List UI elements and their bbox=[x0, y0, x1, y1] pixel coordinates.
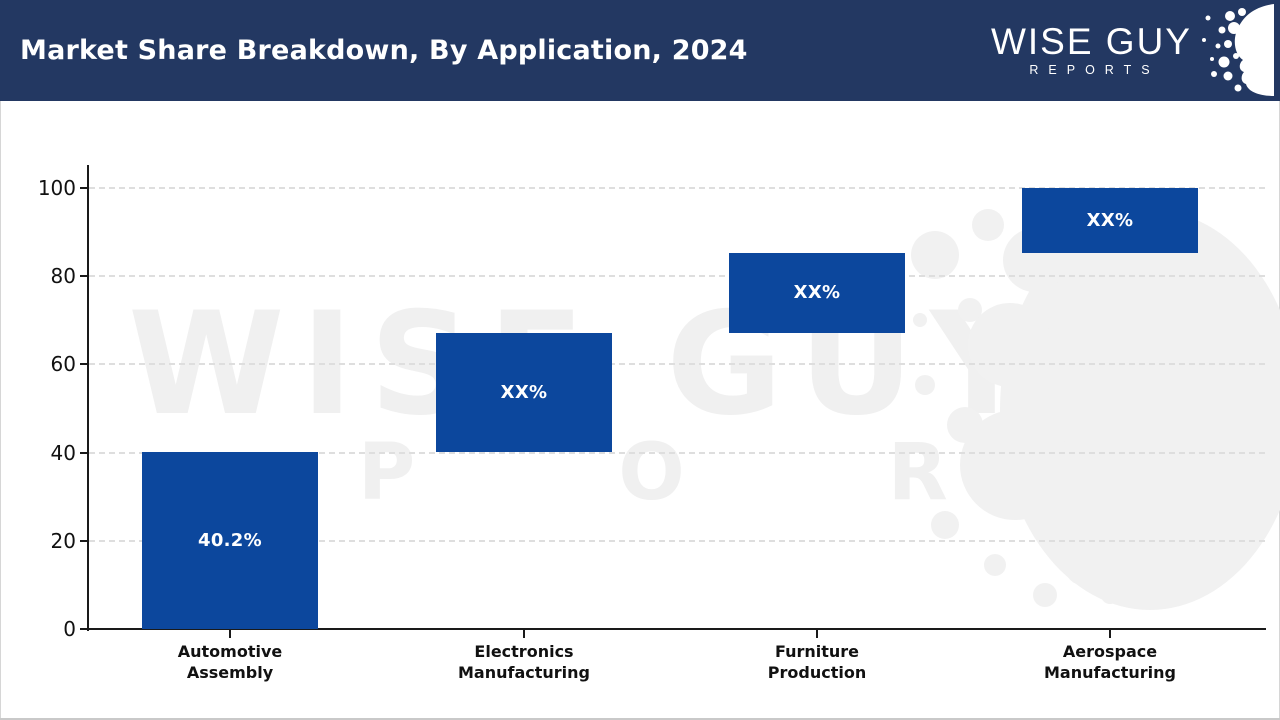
bar-electronics-manufacturing: XX% bbox=[436, 332, 612, 452]
y-tick-mark bbox=[80, 363, 88, 366]
y-tick-label: 0 bbox=[63, 617, 76, 641]
waterfall-chart: 0 20 40 60 80 100 40.2% XX% XX% XX% Automotive As… bbox=[0, 101, 1280, 720]
y-tick-mark bbox=[80, 187, 88, 189]
bar-value-label: XX% bbox=[1086, 210, 1134, 232]
category-label: Automotive Assembly bbox=[177, 642, 283, 682]
category-label: Electronics Manufacturing bbox=[458, 642, 590, 682]
y-tick-label: 20 bbox=[50, 528, 76, 553]
category-label: Aerospace Manufacturing bbox=[1044, 642, 1176, 682]
bar-value-label: XX% bbox=[500, 381, 548, 403]
gridline bbox=[89, 363, 1265, 366]
logo-wiseguy-label: WISE GUY bbox=[990, 21, 1192, 63]
y-tick-label: 80 bbox=[50, 264, 76, 289]
y-tick-mark bbox=[80, 451, 88, 454]
bar-aerospace-manufacturing: XX% bbox=[1022, 188, 1198, 254]
bar-automotive-assembly: 40.2% bbox=[142, 451, 318, 629]
x-tick-mark bbox=[1109, 630, 1111, 638]
y-tick-label: 100 bbox=[37, 176, 76, 200]
x-axis-line bbox=[87, 628, 1266, 630]
gridline bbox=[89, 539, 1265, 542]
gridline bbox=[89, 275, 1265, 278]
bar-furniture-production: XX% bbox=[729, 253, 905, 333]
y-axis-line bbox=[87, 165, 89, 631]
logo-face-dots-icon bbox=[1202, 4, 1274, 96]
x-tick-mark bbox=[523, 630, 525, 638]
page-title: Market Share Breakdown, By Application, … bbox=[20, 35, 748, 66]
bar-value-label: XX% bbox=[793, 282, 841, 304]
header-bar: Market Share Breakdown, By Application, … bbox=[0, 0, 1280, 101]
y-tick-mark bbox=[80, 539, 88, 542]
y-tick-label: 40 bbox=[50, 440, 76, 465]
y-tick-mark bbox=[80, 628, 88, 630]
x-tick-mark bbox=[816, 630, 818, 638]
gridline bbox=[89, 187, 1265, 189]
wise-guy-reports-logo: WISE GUY REPORTS bbox=[991, 4, 1274, 96]
gridline bbox=[89, 451, 1265, 454]
x-tick-mark bbox=[229, 630, 231, 638]
category-label: Furniture Production bbox=[767, 642, 867, 682]
y-tick-label: 60 bbox=[50, 352, 76, 377]
logo-text: WISE GUY REPORTS bbox=[990, 21, 1192, 77]
logo-reports-label: REPORTS bbox=[1029, 62, 1160, 77]
y-tick-mark bbox=[80, 275, 88, 278]
bar-value-label: 40.2% bbox=[198, 529, 262, 551]
